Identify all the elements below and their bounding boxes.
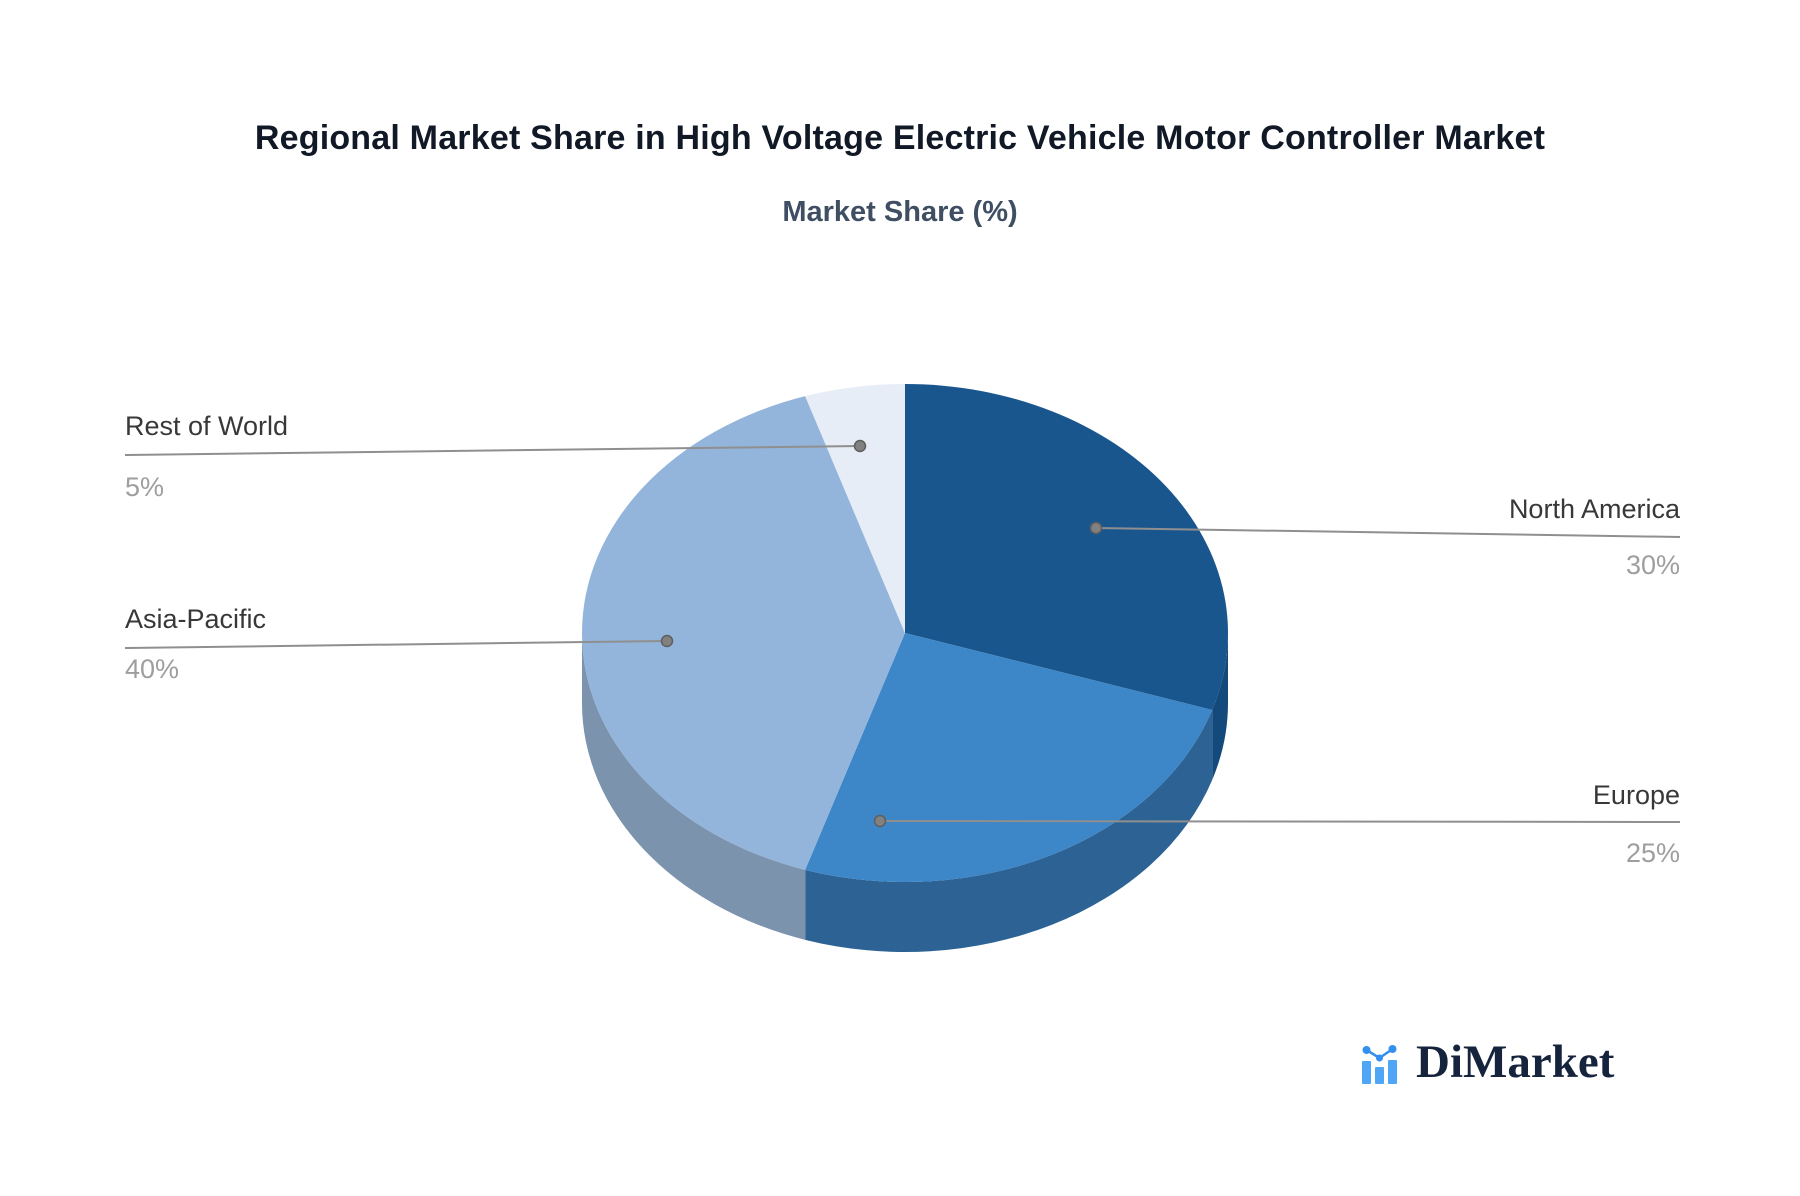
- pie-slice-side-north-america: [1212, 633, 1228, 780]
- leader-line-rest-of-world: [124, 445, 861, 456]
- leader-line-europe: [879, 820, 1681, 823]
- slice-label: Asia-Pacific: [125, 604, 267, 634]
- slice-label: Europe: [1592, 780, 1680, 810]
- leader-dot-rest-of-world: [853, 439, 867, 453]
- pie-slice-side-asia-pacific: [582, 633, 806, 940]
- slice-label: Rest of World: [125, 411, 289, 441]
- leader-dot-north-america: [1089, 521, 1103, 535]
- slice-value-label: 5%: [125, 472, 165, 502]
- leader-line-north-america: [1095, 527, 1681, 538]
- slice-value-label: 40%: [125, 654, 180, 684]
- brand-name: DiMarket: [1416, 1036, 1615, 1088]
- brand-logo: DiMarket: [1356, 1038, 1614, 1086]
- slice-label: North America: [1508, 494, 1680, 524]
- pie-slice-north-america[interactable]: [905, 384, 1229, 710]
- leader-dot-asia-pacific: [660, 634, 674, 648]
- pie-slice-asia-pacific[interactable]: [582, 396, 905, 870]
- chart-title: Regional Market Share in High Voltage El…: [254, 119, 1546, 157]
- slice-value-label: 30%: [1625, 550, 1680, 580]
- chart-subtitle: Market Share (%): [782, 196, 1018, 228]
- pie-slice-side-europe: [805, 709, 1213, 952]
- pie-slice-europe[interactable]: [805, 633, 1213, 882]
- bar-line-chart-icon: [1362, 1045, 1397, 1084]
- slice-value-label: 25%: [1625, 838, 1680, 868]
- leader-dot-europe: [873, 814, 887, 828]
- leader-line-asia-pacific: [124, 640, 668, 649]
